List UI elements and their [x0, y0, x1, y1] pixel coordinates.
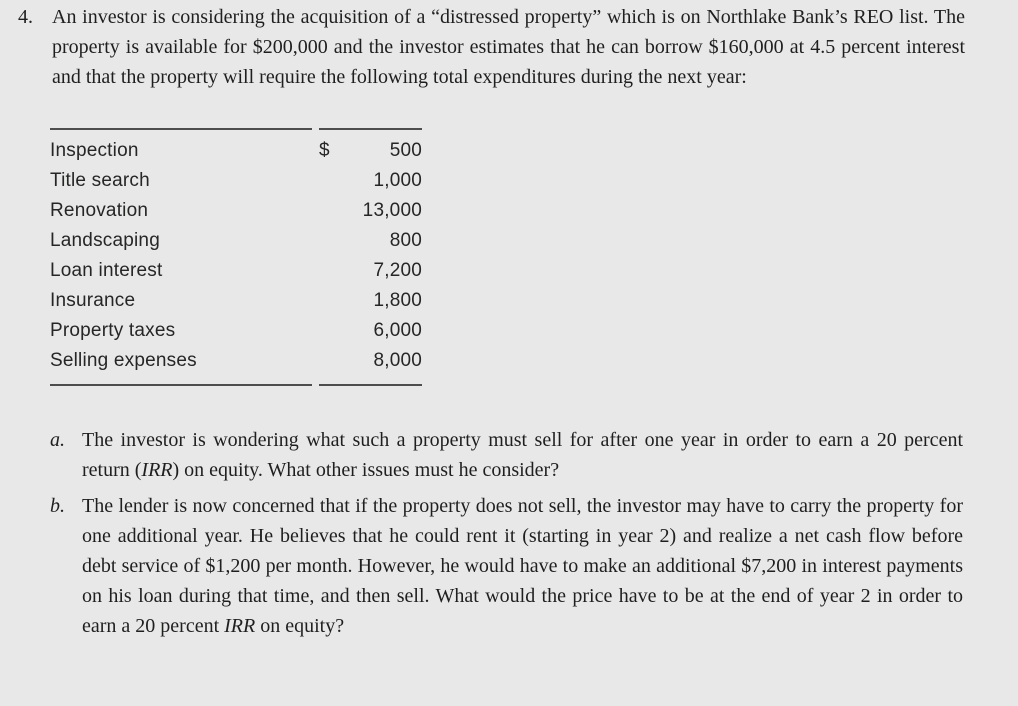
expense-amount: 7,200: [319, 256, 422, 286]
expense-amount: 1,800: [319, 286, 422, 316]
expense-label: Property taxes: [50, 320, 176, 341]
expense-amount: 8,000: [319, 346, 422, 384]
part-a-italic-term: IRR: [141, 459, 173, 481]
part-b-text-after: on equity?: [255, 615, 345, 637]
expense-amount: 800: [319, 226, 422, 256]
part-b-text-before: The lender is now concerned that if the …: [82, 495, 963, 637]
expense-amount: 13,000: [319, 196, 422, 226]
expense-label: Inspection: [50, 140, 139, 161]
amount-value: 6,000: [373, 320, 422, 341]
question-part-a: a. The investor is wondering what such a…: [50, 425, 963, 485]
part-a-text-after: ) on equity. What other issues must he c…: [172, 459, 560, 481]
amount-value: 800: [389, 230, 422, 251]
expense-label: Title search: [50, 170, 150, 191]
expense-amount: $ 500: [319, 130, 422, 166]
part-b-italic-term: IRR: [224, 615, 256, 637]
amount-value: 8,000: [373, 350, 422, 371]
part-b-text: The lender is now concerned that if the …: [82, 491, 963, 641]
amount-value: 13,000: [362, 200, 422, 221]
problem-statement: 4. An investor is considering the acquis…: [18, 2, 965, 92]
expense-label: Selling expenses: [50, 350, 197, 371]
part-b-marker: b.: [50, 495, 65, 517]
table-bottom-rule-left: [50, 384, 312, 386]
expense-label: Loan interest: [50, 260, 163, 281]
question-parts: a. The investor is wondering what such a…: [50, 425, 963, 641]
expense-label: Renovation: [50, 200, 149, 221]
part-a-text-before: The investor is wondering what such a pr…: [82, 429, 963, 481]
amount-value: 1,800: [373, 290, 422, 311]
amount-value: 1,000: [373, 170, 422, 191]
expense-amount: 6,000: [319, 316, 422, 346]
part-a-marker: a.: [50, 429, 65, 451]
expenditure-table: Inspection $ 500 Title search 1,000 Reno…: [50, 128, 422, 386]
expense-label: Landscaping: [50, 230, 160, 251]
problem-intro-text: An investor is considering the acquisiti…: [52, 6, 965, 88]
currency-symbol: $: [319, 140, 330, 161]
question-part-b: b. The lender is now concerned that if t…: [50, 491, 963, 641]
amount-value: 500: [389, 140, 422, 161]
problem-number: 4.: [18, 6, 33, 28]
table-top-rule-left: [50, 128, 312, 130]
table-top-rule-right: [319, 128, 422, 130]
expense-label: Insurance: [50, 290, 136, 311]
table-bottom-rule-right: [319, 384, 422, 386]
expense-amount: 1,000: [319, 166, 422, 196]
part-a-text: The investor is wondering what such a pr…: [82, 425, 963, 485]
amount-value: 7,200: [373, 260, 422, 281]
